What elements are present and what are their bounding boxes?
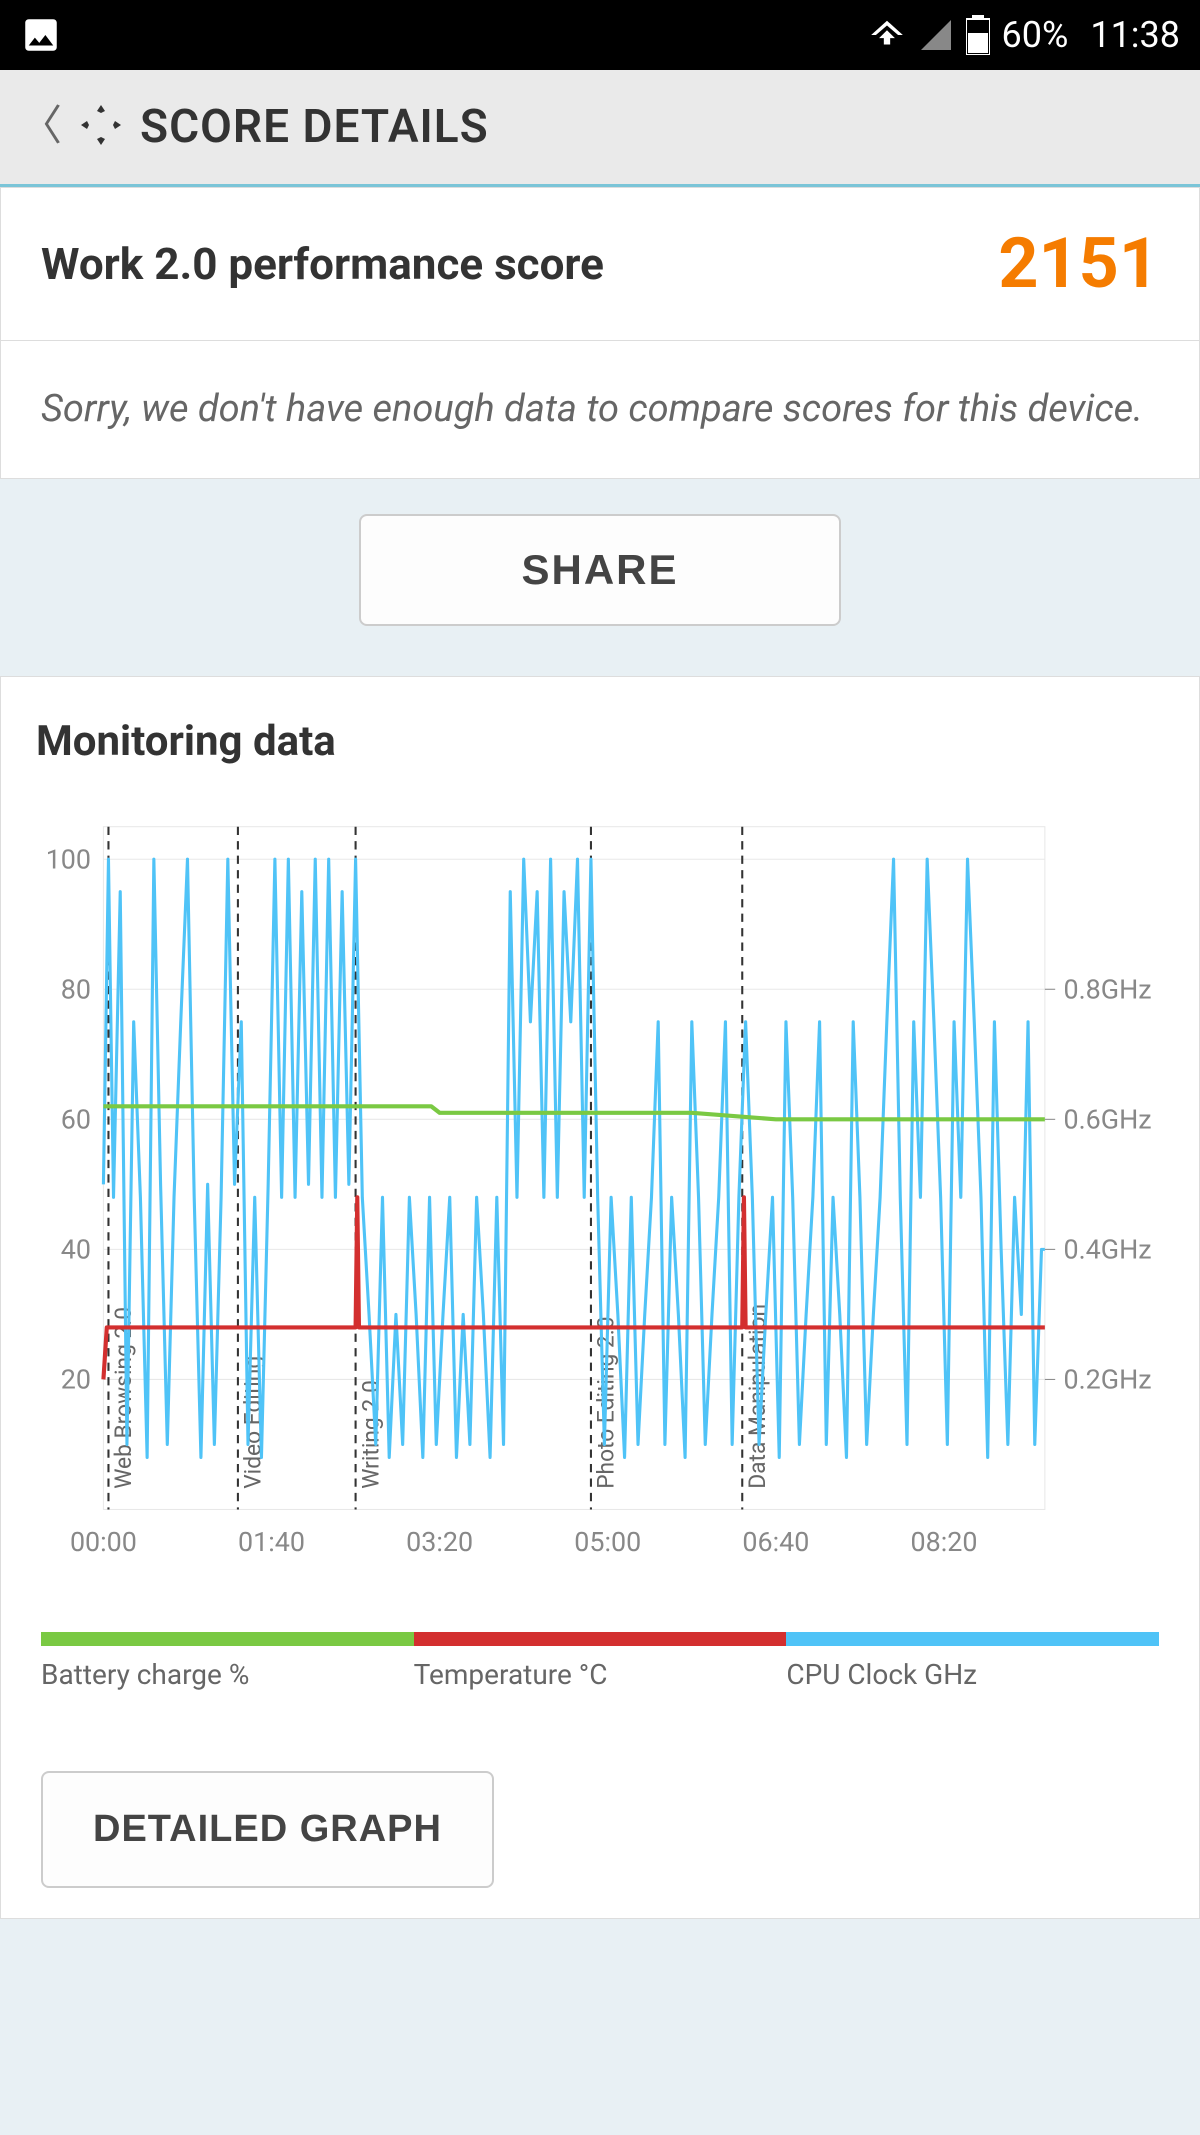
score-info-text: Sorry, we don't have enough data to comp…: [1, 341, 1199, 478]
legend-item: CPU Clock GHz: [786, 1632, 1159, 1691]
svg-text:0.8GHz: 0.8GHz: [1063, 974, 1151, 1006]
legend-item: Temperature °C: [414, 1632, 787, 1691]
svg-text:Writing 2.0: Writing 2.0: [357, 1380, 384, 1489]
battery-percentage: 60%: [1002, 14, 1069, 56]
svg-text:00:00: 00:00: [70, 1526, 137, 1558]
score-value: 2151: [998, 223, 1159, 305]
score-label: Work 2.0 performance score: [41, 238, 998, 290]
legend-color-bar: [786, 1632, 1159, 1646]
monitoring-card: Monitoring data 20 40 60 80 100 0.2GHz 0.4GHz 0…: [0, 676, 1200, 1919]
legend-item: Battery charge %: [41, 1632, 414, 1691]
detailed-graph-button[interactable]: DETAILED GRAPH: [41, 1771, 494, 1888]
svg-text:08:20: 08:20: [911, 1526, 978, 1558]
status-bar: 60% 11:38: [0, 0, 1200, 70]
svg-text:40: 40: [61, 1234, 91, 1266]
battery-icon: [966, 15, 990, 55]
monitoring-title: Monitoring data: [1, 677, 1199, 786]
svg-text:Web Browsing 2.0: Web Browsing 2.0: [110, 1307, 137, 1489]
legend-color-bar: [41, 1632, 414, 1646]
svg-text:03:20: 03:20: [406, 1526, 473, 1558]
signal-icon: [918, 17, 954, 53]
app-header: 〈 SCORE DETAILS: [0, 70, 1200, 187]
back-icon[interactable]: 〈: [20, 106, 62, 148]
legend-color-bar: [414, 1632, 787, 1646]
wifi-icon: [868, 16, 906, 54]
svg-text:0.6GHz: 0.6GHz: [1063, 1104, 1151, 1136]
legend-label: Temperature °C: [414, 1658, 787, 1691]
svg-text:80: 80: [61, 974, 91, 1006]
share-button[interactable]: SHARE: [359, 514, 840, 626]
svg-text:20: 20: [61, 1364, 91, 1396]
svg-text:06:40: 06:40: [742, 1526, 809, 1558]
legend-label: Battery charge %: [41, 1658, 414, 1691]
svg-text:01:40: 01:40: [238, 1526, 305, 1558]
svg-text:0.4GHz: 0.4GHz: [1063, 1234, 1151, 1266]
svg-text:0.2GHz: 0.2GHz: [1063, 1364, 1151, 1396]
svg-text:100: 100: [46, 844, 91, 876]
legend-label: CPU Clock GHz: [786, 1658, 1159, 1691]
clock-time: 11:38: [1090, 14, 1180, 56]
score-card: Work 2.0 performance score 2151 Sorry, w…: [0, 187, 1200, 479]
monitoring-chart: 20 40 60 80 100 0.2GHz 0.4GHz 0.6GHz 0.8GHz 00:00…: [1, 786, 1199, 1612]
page-title: SCORE DETAILS: [140, 100, 489, 154]
svg-text:60: 60: [61, 1104, 91, 1136]
chart-legend: Battery charge %Temperature °CCPU Clock …: [1, 1612, 1199, 1741]
snowflake-icon: [77, 101, 125, 153]
svg-text:05:00: 05:00: [574, 1526, 641, 1558]
picture-icon: [20, 14, 62, 56]
